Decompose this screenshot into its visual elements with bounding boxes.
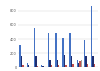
Bar (55, 33, 57, 67)
Bar (62, 38, 64, 67)
Bar (22, 65, 24, 67)
Bar (34, 28, 35, 67)
Bar (19, 45, 21, 67)
Bar (91, 6, 92, 67)
Bar (41, 65, 42, 67)
Bar (69, 33, 71, 67)
Bar (94, 64, 95, 67)
Bar (64, 55, 65, 67)
Bar (57, 60, 58, 67)
Bar (37, 66, 38, 67)
Bar (79, 61, 81, 67)
Bar (71, 56, 72, 67)
Bar (81, 60, 82, 67)
Bar (28, 65, 29, 67)
Bar (42, 66, 44, 67)
Bar (78, 63, 79, 67)
Bar (85, 56, 87, 67)
Bar (58, 65, 59, 67)
Bar (84, 40, 85, 67)
Bar (51, 65, 52, 67)
Bar (27, 63, 28, 67)
Bar (48, 33, 49, 67)
Bar (77, 60, 78, 67)
Bar (21, 56, 22, 67)
Bar (72, 64, 74, 67)
Bar (87, 64, 88, 67)
Bar (65, 65, 67, 67)
Bar (92, 56, 94, 67)
Bar (35, 56, 37, 67)
Bar (49, 60, 51, 67)
